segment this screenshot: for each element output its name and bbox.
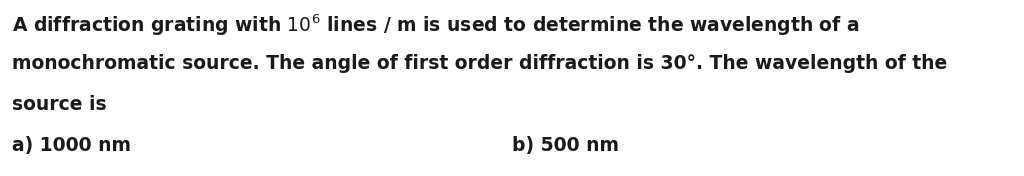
Text: A diffraction grating with $10^6$ lines / m is used to determine the wavelength : A diffraction grating with $10^6$ lines … [12,12,860,38]
Text: monochromatic source. The angle of first order diffraction is 30°. The wavelengt: monochromatic source. The angle of first… [12,54,947,73]
Text: a) 1000 nm: a) 1000 nm [12,136,131,155]
Text: b) 500 nm: b) 500 nm [512,136,618,155]
Text: source is: source is [12,95,106,114]
